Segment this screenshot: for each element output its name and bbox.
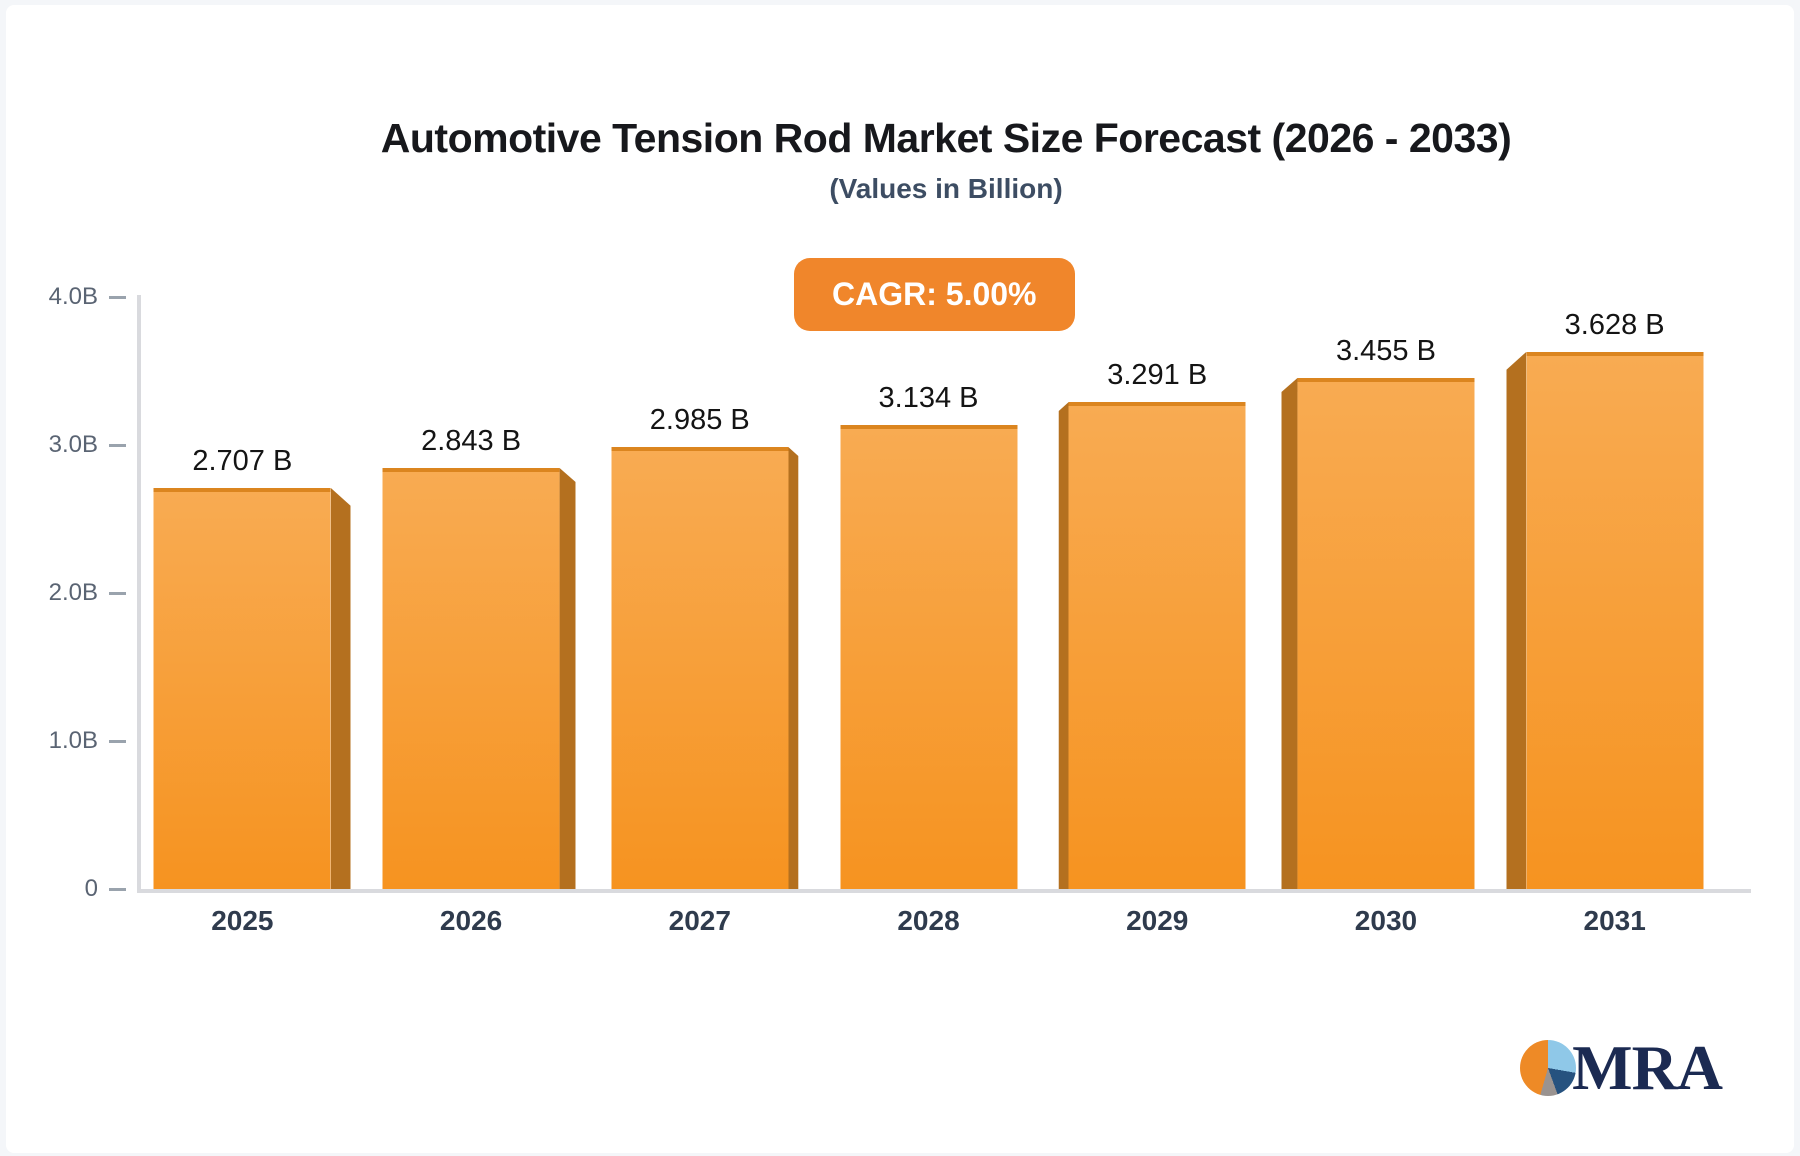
chart-subtitle: (Values in Billion) [829,173,1063,204]
bar-value-label: 2.843 B [421,425,522,457]
bar-side-face [788,447,799,889]
bar-2026: 2.843 B [382,425,576,889]
bar-slot-2028: 3.134 B 2028 [814,297,1043,936]
bar-face [611,447,789,889]
bar-face [1526,352,1704,889]
bar-slot-2026: 2.843 B 2026 [357,297,586,936]
bar-2031: 3.628 B [1506,309,1704,889]
y-tick-dash [109,296,126,299]
x-tick-label-2025: 2025 [211,905,274,936]
bar-2027: 2.985 B [611,404,799,889]
bar-slot-2030: 3.455 B 2030 [1272,297,1501,936]
bar-value-label: 2.985 B [649,404,750,436]
x-tick-label-2029: 2029 [1126,905,1189,936]
x-axis-line [137,889,1751,893]
y-tick-dash [109,740,126,743]
bar-2025: 2.707 B [153,445,351,889]
x-tick-label-2030: 2030 [1354,905,1418,936]
y-tick-label: 4.0B [48,283,98,310]
y-tick-label: 0 [84,875,98,902]
bar-face [382,468,560,889]
y-tick-label: 3.0B [48,431,98,458]
x-tick-label-2031: 2031 [1583,905,1646,936]
x-tick-label-2026: 2026 [439,905,503,936]
bar-2030: 3.455 B [1281,335,1475,889]
bar-slot-2029: 3.291 B 2029 [1043,297,1272,936]
bar-2029: 3.291 B [1058,359,1246,889]
y-tick-dash [109,444,126,447]
chart-card: Automotive Tension Rod Market Size Forec… [6,5,1794,1153]
bar-value-label: 3.455 B [1335,335,1436,367]
brand-logo: MRA [1520,1032,1723,1103]
y-tick-label: 2.0B [48,579,98,606]
logo-text: MRA [1572,1032,1723,1103]
bar-face [1068,402,1246,889]
bar-side-face [1506,352,1527,889]
bar-value-label: 3.291 B [1107,359,1208,391]
bar-face [1297,378,1475,889]
bar-face [840,425,1018,889]
y-axis-line [137,295,141,893]
cagr-badge: CAGR: 5.00% [794,258,1075,331]
bar-side-face [559,468,576,889]
bar-value-label: 3.134 B [878,382,979,414]
bar-value-label: 2.707 B [192,445,293,477]
bar-value-label: 3.628 B [1564,309,1665,341]
pie-chart-icon [1520,1040,1577,1096]
bars-area: 2.707 B 2025 2.843 B 2026 2.985 B 2027 3.134 B… [128,297,1729,936]
y-tick-label: 1.0B [48,727,98,754]
bar-face [153,488,331,889]
x-tick-label-2027: 2027 [668,905,731,936]
bar-slot-2025: 2.707 B 2025 [128,297,357,936]
bar-slot-2027: 2.985 B 2027 [585,297,814,936]
bar-2028: 3.134 B [840,382,1018,889]
bar-side-face [1058,402,1069,889]
chart-title: Automotive Tension Rod Market Size Forec… [380,115,1512,161]
y-tick-dash [109,888,126,891]
x-tick-label-2028: 2028 [897,905,960,936]
bar-slot-2031: 3.628 B 2031 [1500,297,1729,936]
bar-side-face [330,488,351,889]
bar-side-face [1281,378,1298,889]
y-tick-dash [109,592,126,595]
